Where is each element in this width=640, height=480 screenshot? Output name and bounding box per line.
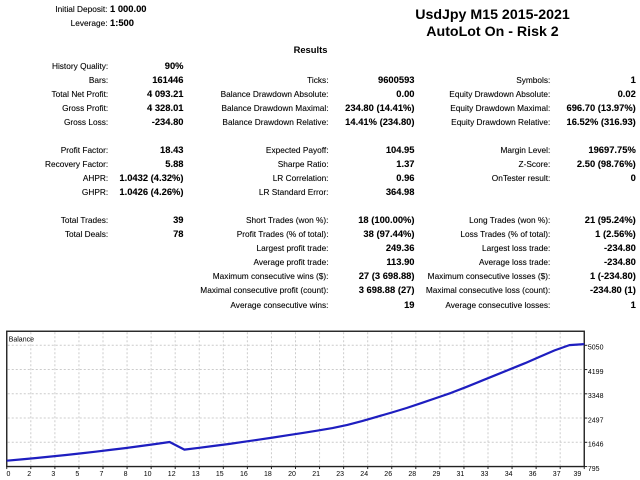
svg-text:8: 8 [124,471,128,478]
svg-text:5050: 5050 [588,345,604,352]
svg-text:5: 5 [75,471,79,478]
svg-text:29: 29 [433,471,441,478]
svg-text:3348: 3348 [588,393,604,400]
svg-text:13: 13 [192,471,200,478]
svg-text:36: 36 [529,471,537,478]
svg-text:16: 16 [240,471,248,478]
svg-text:31: 31 [457,471,465,478]
svg-text:10: 10 [144,471,152,478]
svg-text:37: 37 [553,471,561,478]
svg-text:39: 39 [574,471,582,478]
svg-text:1646: 1646 [588,442,604,449]
svg-text:33: 33 [481,471,489,478]
svg-text:34: 34 [505,471,513,478]
svg-text:0: 0 [7,471,11,478]
svg-text:26: 26 [384,471,392,478]
svg-text:21: 21 [312,471,320,478]
svg-text:795: 795 [588,466,600,473]
svg-text:7: 7 [99,471,103,478]
svg-text:18: 18 [264,471,272,478]
svg-text:24: 24 [360,471,368,478]
svg-text:2497: 2497 [588,417,604,424]
svg-text:12: 12 [168,471,176,478]
svg-text:2: 2 [27,471,31,478]
svg-text:20: 20 [288,471,296,478]
svg-text:4199: 4199 [588,369,604,376]
svg-text:3: 3 [51,471,55,478]
svg-text:Balance: Balance [9,336,34,343]
svg-text:28: 28 [408,471,416,478]
svg-text:23: 23 [336,471,344,478]
svg-text:15: 15 [216,471,224,478]
